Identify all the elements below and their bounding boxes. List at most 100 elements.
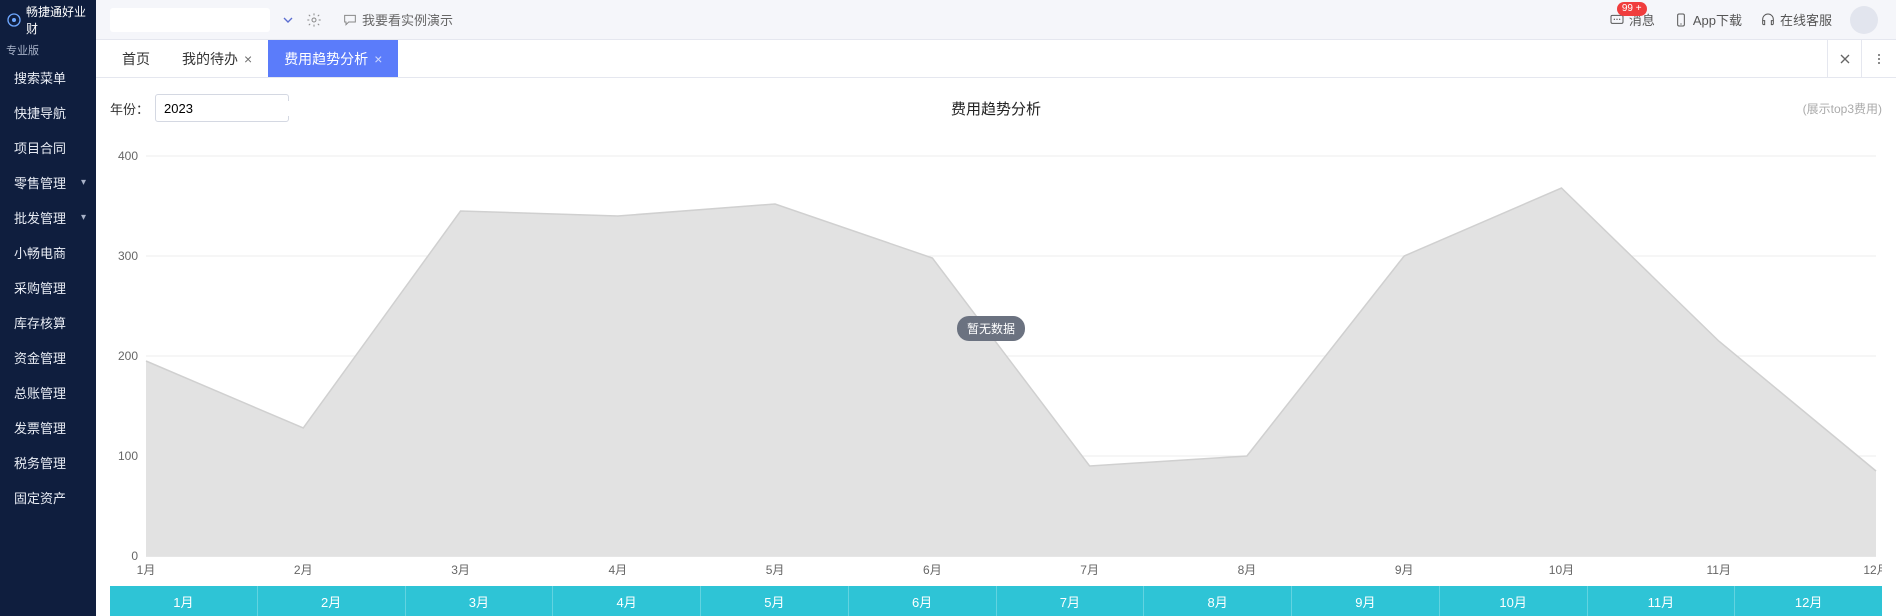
topbar-right: 99 + 消息 App下载 在线客服 xyxy=(1609,6,1882,34)
svg-text:100: 100 xyxy=(118,449,138,463)
month-cell-0[interactable]: 1月 xyxy=(110,586,258,616)
sidebar-item-label: 库存核算 xyxy=(14,313,66,332)
svg-text:200: 200 xyxy=(118,349,138,363)
tab-0[interactable]: 首页 xyxy=(106,40,166,77)
sidebar-item-label: 税务管理 xyxy=(14,453,66,472)
sidebar-item-10[interactable]: 发票管理 xyxy=(0,410,96,445)
tab-more-button[interactable] xyxy=(1862,40,1896,77)
phone-icon xyxy=(1673,12,1689,28)
sidebar-item-0[interactable]: 搜索菜单 xyxy=(0,60,96,95)
tab-close-all-button[interactable] xyxy=(1828,40,1862,77)
month-cell-11[interactable]: 12月 xyxy=(1735,586,1882,616)
months-bar: 1月2月3月4月5月6月7月8月9月10月11月12月 xyxy=(110,586,1882,616)
svg-text:7月: 7月 xyxy=(1080,563,1099,577)
sidebar-nav: 搜索菜单快捷导航项目合同零售管理 ▾ 批发管理 ▾ 小畅电商采购管理库存核算资金管理总账… xyxy=(0,60,96,616)
month-cell-5[interactable]: 6月 xyxy=(849,586,997,616)
sidebar-item-6[interactable]: 采购管理 xyxy=(0,270,96,305)
top3-note: (展示top3费用) xyxy=(1803,100,1882,117)
month-cell-6[interactable]: 7月 xyxy=(997,586,1145,616)
svg-text:400: 400 xyxy=(118,149,138,163)
sidebar-item-7[interactable]: 库存核算 xyxy=(0,305,96,340)
sidebar-item-3[interactable]: 零售管理 ▾ xyxy=(0,165,96,200)
online-service-button[interactable]: 在线客服 xyxy=(1760,10,1832,29)
sidebar-item-label: 发票管理 xyxy=(14,418,66,437)
svg-text:300: 300 xyxy=(118,249,138,263)
more-vertical-icon xyxy=(1871,51,1887,67)
filter-row: 年份： 费用趋势分析 (展示top3费用) xyxy=(110,94,1882,122)
tab-2[interactable]: 费用趋势分析× xyxy=(268,40,398,77)
svg-text:3月: 3月 xyxy=(451,563,470,577)
svg-text:12月: 12月 xyxy=(1863,563,1882,577)
tab-label: 首页 xyxy=(122,49,150,69)
chevron-down-icon: ▾ xyxy=(81,177,86,188)
month-cell-3[interactable]: 4月 xyxy=(553,586,701,616)
svg-text:11月: 11月 xyxy=(1706,563,1730,577)
tab-close-icon[interactable]: × xyxy=(374,51,382,67)
sidebar-item-2[interactable]: 项目合同 xyxy=(0,130,96,165)
brand-name: 畅捷通好业财 xyxy=(26,3,90,37)
sidebar-item-label: 项目合同 xyxy=(14,138,66,157)
sidebar-item-label: 搜索菜单 xyxy=(14,68,66,87)
month-cell-8[interactable]: 9月 xyxy=(1292,586,1440,616)
area-chart: 01002003004001月2月3月4月5月6月7月8月9月10月11月12月 xyxy=(110,134,1882,580)
close-icon xyxy=(1837,51,1853,67)
year-input[interactable] xyxy=(164,101,340,116)
svg-text:4月: 4月 xyxy=(608,563,627,577)
tab-1[interactable]: 我的待办 × xyxy=(166,40,268,77)
sidebar-item-label: 批发管理 xyxy=(14,208,66,227)
sidebar-item-8[interactable]: 资金管理 xyxy=(0,340,96,375)
sidebar-item-label: 快捷导航 xyxy=(14,103,66,122)
app-download-button[interactable]: App下载 xyxy=(1673,10,1742,29)
sidebar-item-label: 固定资产 xyxy=(14,488,66,507)
chevron-down-icon[interactable] xyxy=(280,12,296,28)
month-cell-1[interactable]: 2月 xyxy=(258,586,406,616)
chat-icon xyxy=(342,12,358,28)
year-input-wrap[interactable] xyxy=(155,94,289,122)
messages-button[interactable]: 99 + 消息 xyxy=(1609,10,1655,29)
sidebar-item-12[interactable]: 固定资产 xyxy=(0,480,96,515)
svg-text:10月: 10月 xyxy=(1549,563,1574,577)
brand-logo: 畅捷通好业财 xyxy=(0,0,96,40)
sidebar-item-label: 小畅电商 xyxy=(14,243,66,262)
month-cell-2[interactable]: 3月 xyxy=(406,586,554,616)
year-label: 年份： xyxy=(110,99,149,118)
gear-icon[interactable] xyxy=(306,12,322,28)
sidebar-item-1[interactable]: 快捷导航 xyxy=(0,95,96,130)
avatar xyxy=(1850,6,1878,34)
sidebar-item-4[interactable]: 批发管理 ▾ xyxy=(0,200,96,235)
sidebar-item-11[interactable]: 税务管理 xyxy=(0,445,96,480)
org-selector[interactable] xyxy=(110,8,322,32)
sidebar-item-label: 总账管理 xyxy=(14,383,66,402)
demo-link-label: 我要看实例演示 xyxy=(362,10,453,29)
sidebar-item-label: 零售管理 xyxy=(14,173,66,192)
brand-edition: 专业版 xyxy=(0,40,96,60)
month-cell-9[interactable]: 10月 xyxy=(1440,586,1588,616)
sidebar: 畅捷通好业财 专业版 搜索菜单快捷导航项目合同零售管理 ▾ 批发管理 ▾ 小畅电商采购管… xyxy=(0,0,96,616)
topbar: 我要看实例演示 99 + 消息 App下载 在线客服 xyxy=(96,0,1896,40)
sidebar-item-9[interactable]: 总账管理 xyxy=(0,375,96,410)
tabs-controls xyxy=(1827,40,1896,77)
svg-text:6月: 6月 xyxy=(923,563,942,577)
tab-close-icon[interactable]: × xyxy=(244,51,252,67)
org-name xyxy=(110,8,270,32)
headset-icon xyxy=(1760,12,1776,28)
tabs-row: 首页我的待办×费用趋势分析× xyxy=(96,40,1896,78)
main-area: 我要看实例演示 99 + 消息 App下载 在线客服 xyxy=(96,0,1896,616)
app-download-label: App下载 xyxy=(1693,10,1742,29)
svg-text:9月: 9月 xyxy=(1395,563,1414,577)
month-cell-4[interactable]: 5月 xyxy=(701,586,849,616)
chart-area: 01002003004001月2月3月4月5月6月7月8月9月10月11月12月… xyxy=(110,134,1882,580)
demo-link[interactable]: 我要看实例演示 xyxy=(342,10,453,29)
svg-text:5月: 5月 xyxy=(766,563,785,577)
tab-label: 我的待办 xyxy=(182,49,238,69)
sidebar-item-5[interactable]: 小畅电商 xyxy=(0,235,96,270)
month-cell-10[interactable]: 11月 xyxy=(1588,586,1736,616)
sidebar-item-label: 采购管理 xyxy=(14,278,66,297)
month-cell-7[interactable]: 8月 xyxy=(1144,586,1292,616)
user-menu[interactable] xyxy=(1850,6,1882,34)
chart-title: 费用趋势分析 xyxy=(951,98,1041,119)
chevron-down-icon: ▾ xyxy=(81,212,86,223)
online-service-label: 在线客服 xyxy=(1780,10,1832,29)
content-area: 年份： 费用趋势分析 (展示top3费用) 01002003004001月2月3… xyxy=(96,78,1896,616)
messages-badge: 99 + xyxy=(1617,2,1647,16)
